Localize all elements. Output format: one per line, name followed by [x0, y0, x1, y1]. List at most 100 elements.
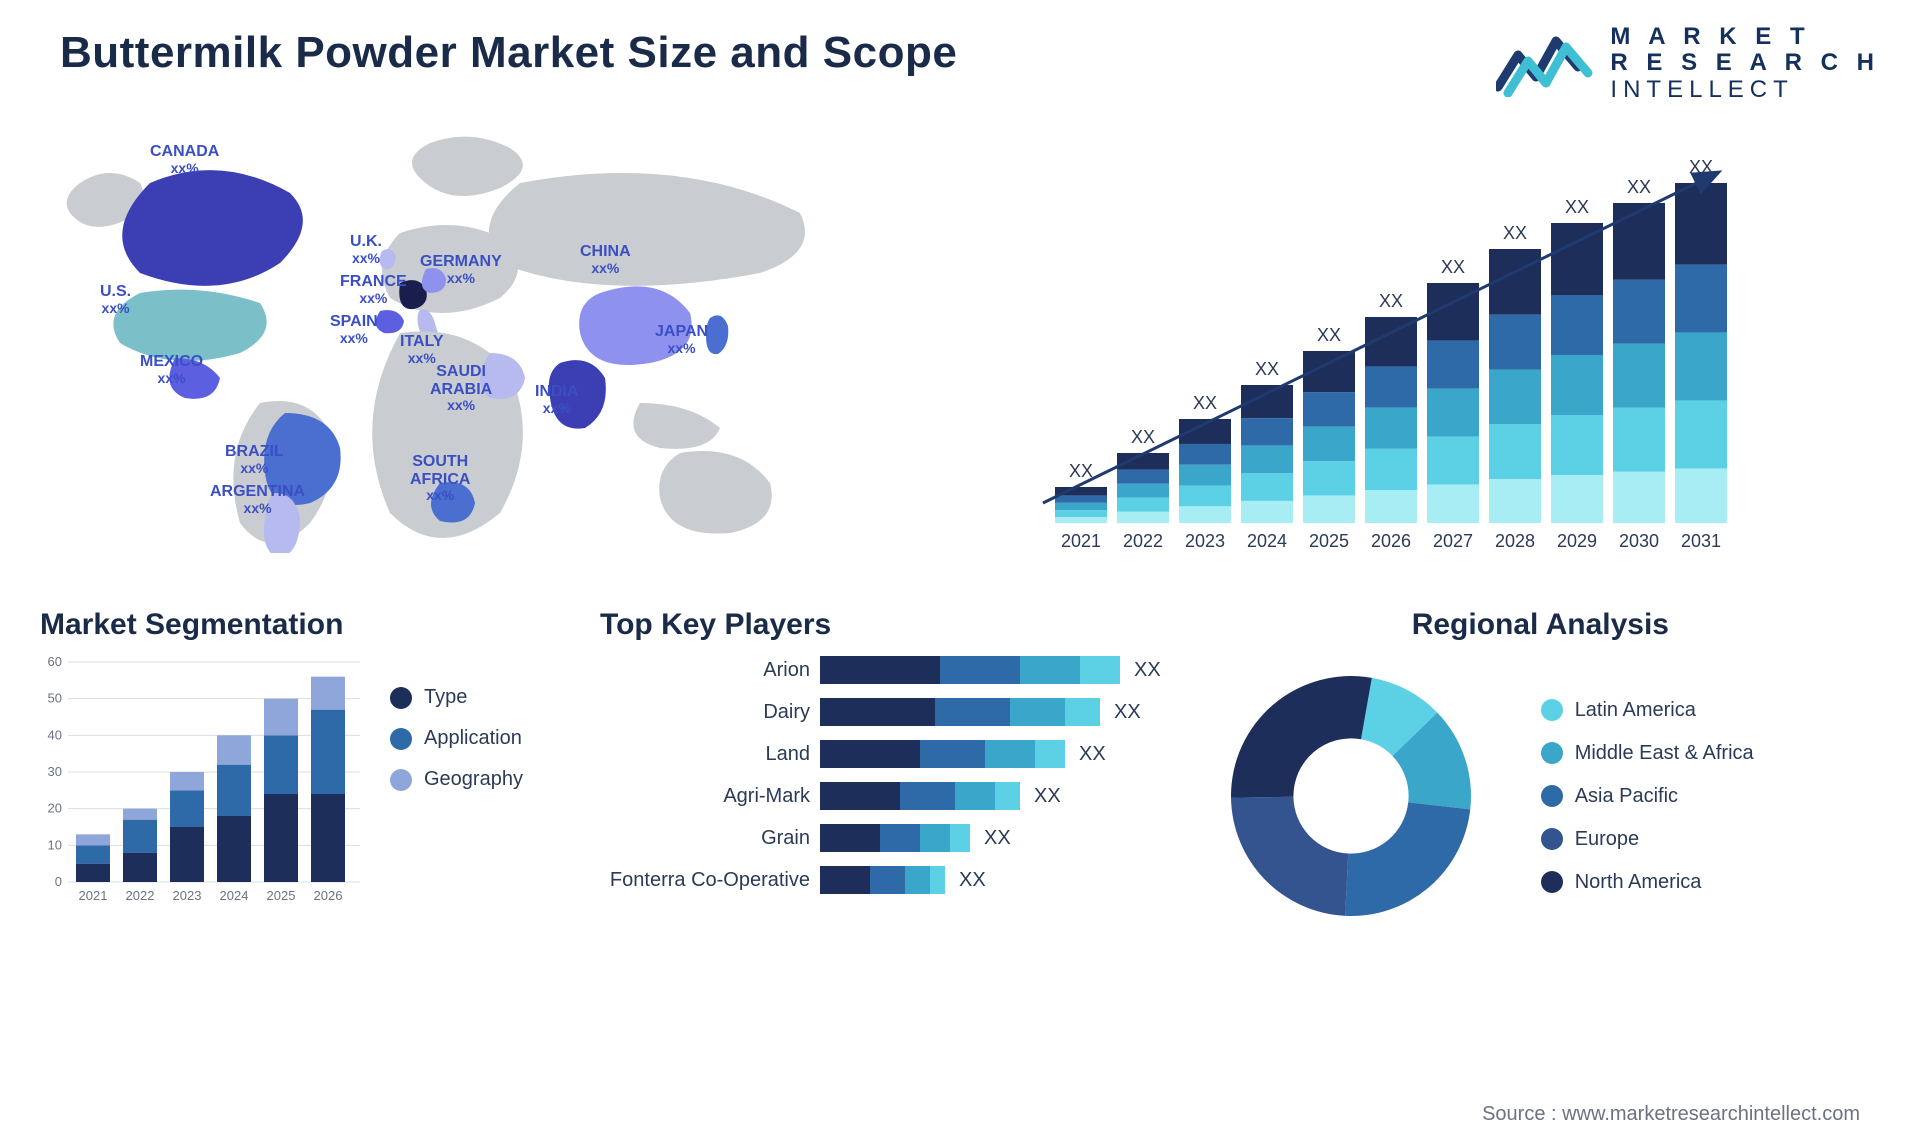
player-name: Grain	[600, 827, 820, 850]
map-country-label: CHINAxx%	[580, 243, 631, 276]
svg-text:2021: 2021	[1061, 531, 1101, 551]
player-row: Grain XX	[600, 824, 1161, 852]
player-bar	[820, 740, 1065, 768]
svg-text:2023: 2023	[1185, 531, 1225, 551]
player-value: XX	[1134, 659, 1161, 682]
svg-text:40: 40	[48, 728, 62, 743]
players-rows: ArionXXDairyXXLandXXAgri-MarkXXGrainXXFo…	[600, 656, 1161, 894]
world-map-panel: CANADAxx%U.S.xx%MEXICOxx%BRAZILxx%ARGENT…	[40, 123, 997, 563]
lower-row: Market Segmentation 01020304050602021202…	[40, 578, 1880, 936]
svg-text:20: 20	[48, 801, 62, 816]
svg-text:2029: 2029	[1557, 531, 1597, 551]
map-country-label: SOUTHAFRICAxx%	[410, 453, 470, 504]
player-value: XX	[984, 827, 1011, 850]
svg-text:2021: 2021	[79, 888, 108, 903]
segmentation-legend-item: Geography	[390, 768, 523, 791]
map-country-label: SPAINxx%	[330, 313, 378, 346]
svg-text:2024: 2024	[220, 888, 249, 903]
svg-text:XX: XX	[1565, 197, 1589, 217]
svg-text:XX: XX	[1317, 325, 1341, 345]
player-name: Agri-Mark	[600, 785, 820, 808]
player-bar	[820, 824, 970, 852]
segmentation-legend-item: Application	[390, 727, 523, 750]
source-attribution: Source : www.marketresearchintellect.com	[1482, 1103, 1860, 1126]
map-country-label: ITALYxx%	[400, 333, 444, 366]
svg-text:0: 0	[55, 874, 62, 889]
svg-text:XX: XX	[1503, 223, 1527, 243]
svg-text:XX: XX	[1131, 427, 1155, 447]
svg-text:2024: 2024	[1247, 531, 1287, 551]
regional-donut-chart	[1201, 656, 1501, 936]
regional-legend-item: Asia Pacific	[1541, 785, 1754, 808]
upper-row: CANADAxx%U.S.xx%MEXICOxx%BRAZILxx%ARGENT…	[40, 123, 1880, 568]
player-name: Land	[600, 743, 820, 766]
svg-text:2026: 2026	[1371, 531, 1411, 551]
player-bar	[820, 698, 1100, 726]
growth-bar-chart: XX 2021 XX 2022 XX 2023 XX 2024 XX 2025 XX 2026 XX 20…	[1037, 153, 1757, 563]
svg-text:XX: XX	[1689, 157, 1713, 177]
map-country-label: INDIAxx%	[535, 383, 579, 416]
svg-text:2022: 2022	[126, 888, 155, 903]
regional-title: Regional Analysis	[1201, 608, 1880, 642]
growth-chart-panel: XX 2021 XX 2022 XX 2023 XX 2024 XX 2025 XX 2026 XX 20…	[997, 123, 1880, 568]
segmentation-panel: Market Segmentation 01020304050602021202…	[40, 578, 560, 936]
players-title: Top Key Players	[600, 608, 1161, 642]
regional-legend-item: Europe	[1541, 828, 1754, 851]
map-country-label: ARGENTINAxx%	[210, 483, 305, 516]
svg-text:60: 60	[48, 656, 62, 669]
player-row: Land XX	[600, 740, 1161, 768]
svg-text:XX: XX	[1255, 359, 1279, 379]
player-row: DairyXX	[600, 698, 1161, 726]
regional-legend-item: North America	[1541, 871, 1754, 894]
map-country-label: SAUDIARABIAxx%	[430, 363, 492, 414]
player-row: Agri-Mark XX	[600, 782, 1161, 810]
segmentation-legend-item: Type	[390, 686, 523, 709]
header: Buttermilk Powder Market Size and Scope …	[40, 18, 1880, 103]
player-bar	[820, 866, 945, 894]
page-title: Buttermilk Powder Market Size and Scope	[60, 28, 957, 78]
svg-text:XX: XX	[1441, 257, 1465, 277]
logo-mark-icon	[1496, 31, 1596, 97]
svg-text:2027: 2027	[1433, 531, 1473, 551]
players-panel: Top Key Players ArionXXDairyXXLandXXAgri…	[600, 578, 1161, 936]
map-country-label: U.S.xx%	[100, 283, 131, 316]
svg-text:XX: XX	[1069, 461, 1093, 481]
player-row: Fonterra Co-Operative XX	[600, 866, 1161, 894]
svg-text:2022: 2022	[1123, 531, 1163, 551]
map-country-label: JAPANxx%	[655, 323, 708, 356]
svg-text:30: 30	[48, 764, 62, 779]
map-country-label: MEXICOxx%	[140, 353, 203, 386]
map-country-label: GERMANYxx%	[420, 253, 502, 286]
player-value: XX	[1079, 743, 1106, 766]
svg-text:2031: 2031	[1681, 531, 1721, 551]
player-bar	[820, 656, 1120, 684]
map-country-label: FRANCExx%	[340, 273, 407, 306]
player-name: Fonterra Co-Operative	[600, 869, 820, 892]
logo-text: M A R K E T R E S E A R C H INTELLECT	[1610, 24, 1880, 103]
regional-legend-item: Middle East & Africa	[1541, 742, 1754, 765]
player-bar	[820, 782, 1020, 810]
regional-legend: Latin America Middle East & Africa Asia Pa…	[1541, 699, 1754, 894]
brand-logo: M A R K E T R E S E A R C H INTELLECT	[1496, 24, 1880, 103]
regional-panel: Regional Analysis Latin America Middle Ea…	[1201, 578, 1880, 936]
segmentation-bar-chart: 0102030405060202120222023202420252026	[40, 656, 360, 936]
map-country-label: U.K.xx%	[350, 233, 382, 266]
segmentation-legend: Type Application Geography	[390, 656, 523, 936]
svg-text:XX: XX	[1627, 177, 1651, 197]
player-row: Arion XX	[600, 656, 1161, 684]
map-country-label: BRAZILxx%	[225, 443, 284, 476]
world-map	[60, 123, 940, 553]
regional-legend-item: Latin America	[1541, 699, 1754, 722]
svg-text:2025: 2025	[1309, 531, 1349, 551]
player-name: Arion	[600, 659, 820, 682]
svg-text:50: 50	[48, 691, 62, 706]
svg-text:2026: 2026	[314, 888, 343, 903]
player-value: XX	[1114, 701, 1141, 724]
player-value: XX	[959, 869, 986, 892]
svg-text:2023: 2023	[173, 888, 202, 903]
svg-text:XX: XX	[1379, 291, 1403, 311]
svg-text:2030: 2030	[1619, 531, 1659, 551]
svg-text:XX: XX	[1193, 393, 1217, 413]
svg-text:10: 10	[48, 838, 62, 853]
player-value: XX	[1034, 785, 1061, 808]
